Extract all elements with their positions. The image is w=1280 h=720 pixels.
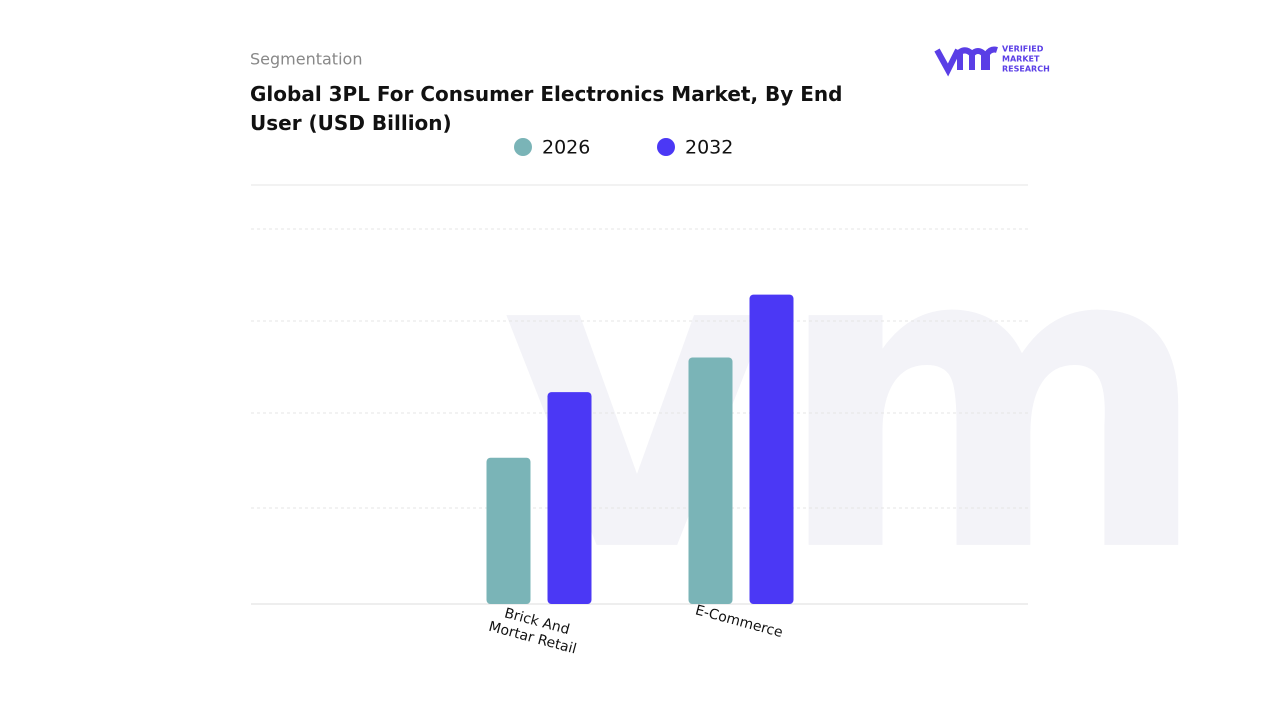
legend-swatch bbox=[657, 138, 675, 156]
watermark: vm bbox=[500, 156, 1211, 645]
title-box: Global 3PL For Consumer Electronics Mark… bbox=[250, 82, 843, 135]
bar bbox=[749, 294, 794, 604]
logo-text: VERIFIED bbox=[1002, 45, 1044, 54]
logo: VERIFIED MARKET RESEARCH bbox=[934, 45, 1050, 77]
chart-subtitle: Segmentation bbox=[250, 50, 362, 69]
legend-swatch bbox=[514, 138, 532, 156]
logo-mark bbox=[934, 46, 998, 77]
legend-label: 2026 bbox=[542, 137, 590, 159]
legend-label: 2032 bbox=[685, 137, 733, 159]
logo-text: MARKET bbox=[1002, 55, 1040, 64]
bar bbox=[486, 457, 531, 604]
bar bbox=[547, 392, 592, 604]
bar bbox=[688, 357, 733, 604]
chart-title: Global 3PL For Consumer Electronics Mark… bbox=[250, 82, 843, 135]
logo-text: RESEARCH bbox=[1002, 65, 1050, 74]
